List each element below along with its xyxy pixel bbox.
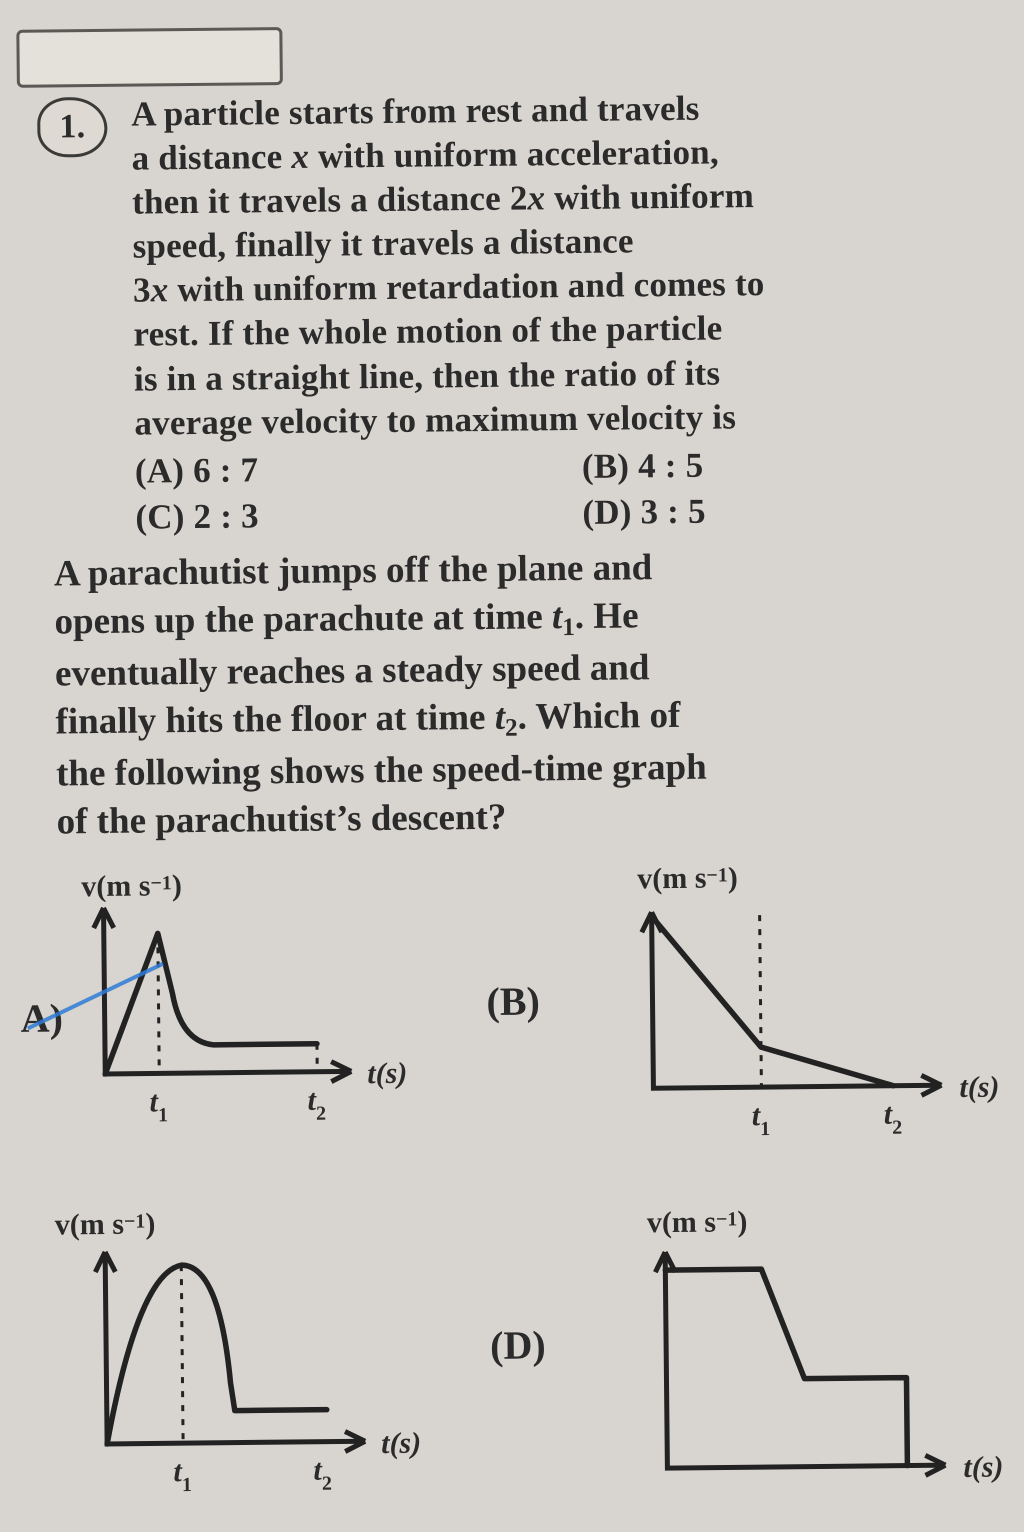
option-c: (C) 2 : 3 xyxy=(135,491,542,539)
curve xyxy=(652,913,894,1088)
question-number-circle: 1. xyxy=(37,97,108,158)
curve xyxy=(105,1263,327,1443)
t1-label: t1 xyxy=(752,1099,771,1140)
xlabel: t(s) xyxy=(367,1057,407,1090)
q2-line: finally hits the floor at time t2. Which… xyxy=(55,689,977,750)
t1-dash xyxy=(158,933,159,1073)
corner-tab xyxy=(16,27,283,88)
xlabel: t(s) xyxy=(381,1426,421,1459)
question-number: 1. xyxy=(59,106,85,149)
t2-label: t2 xyxy=(884,1097,903,1138)
t1-dash xyxy=(760,915,762,1087)
axes xyxy=(652,909,942,1088)
q1-options: (A) 6 : 7 (B) 4 : 5 (C) 2 : 3 (D) 3 : 5 xyxy=(135,440,990,539)
axes xyxy=(665,1249,945,1468)
xlabel: t(s) xyxy=(959,1070,999,1103)
t1-dash xyxy=(181,1265,183,1443)
option-label-d: (D) xyxy=(490,1321,546,1369)
q2-line: of the parachutist’s descent? xyxy=(56,788,978,846)
question-1: 1. A particle starts from rest and trave… xyxy=(31,84,990,541)
curve xyxy=(104,932,317,1074)
graph-c: v(m s−1) t1 t2 t(s) xyxy=(43,1200,466,1519)
graph-a: v(m s−1) t1 t2 t(s) xyxy=(39,860,462,1159)
graphs: A) (B) (D) v(m s−1) t1 t2 t(s) v(m s−1) xyxy=(39,854,1000,1532)
axes xyxy=(105,1249,365,1444)
t1-label: t1 xyxy=(149,1085,168,1126)
ylabel: v(m s−1) xyxy=(637,864,738,895)
option-label-b: (B) xyxy=(486,977,540,1025)
t1-label: t1 xyxy=(173,1455,192,1496)
xlabel: t(s) xyxy=(963,1450,1003,1483)
axes xyxy=(104,905,352,1074)
q1-line: average velocity to maximum velocity is xyxy=(134,392,988,445)
graph-d: v(m s−1) t(s) xyxy=(583,1204,1024,1532)
t2-label: t2 xyxy=(307,1083,326,1124)
graph-b: v(m s−1) t1 t2 t(s) xyxy=(579,864,1024,1174)
option-a: (A) 6 : 7 xyxy=(135,445,542,493)
option-d: (D) 3 : 5 xyxy=(582,487,989,535)
option-b: (B) 4 : 5 xyxy=(582,440,989,488)
ylabel: v(m s−1) xyxy=(81,869,182,903)
ylabel: v(m s−1) xyxy=(55,1207,156,1241)
question-2: A parachutist jumps off the plane and op… xyxy=(36,541,993,847)
t2-label: t2 xyxy=(313,1453,332,1494)
curve xyxy=(665,1267,907,1468)
page: 1. A particle starts from rest and trave… xyxy=(0,0,1024,1532)
ylabel: v(m s−1) xyxy=(647,1205,748,1239)
